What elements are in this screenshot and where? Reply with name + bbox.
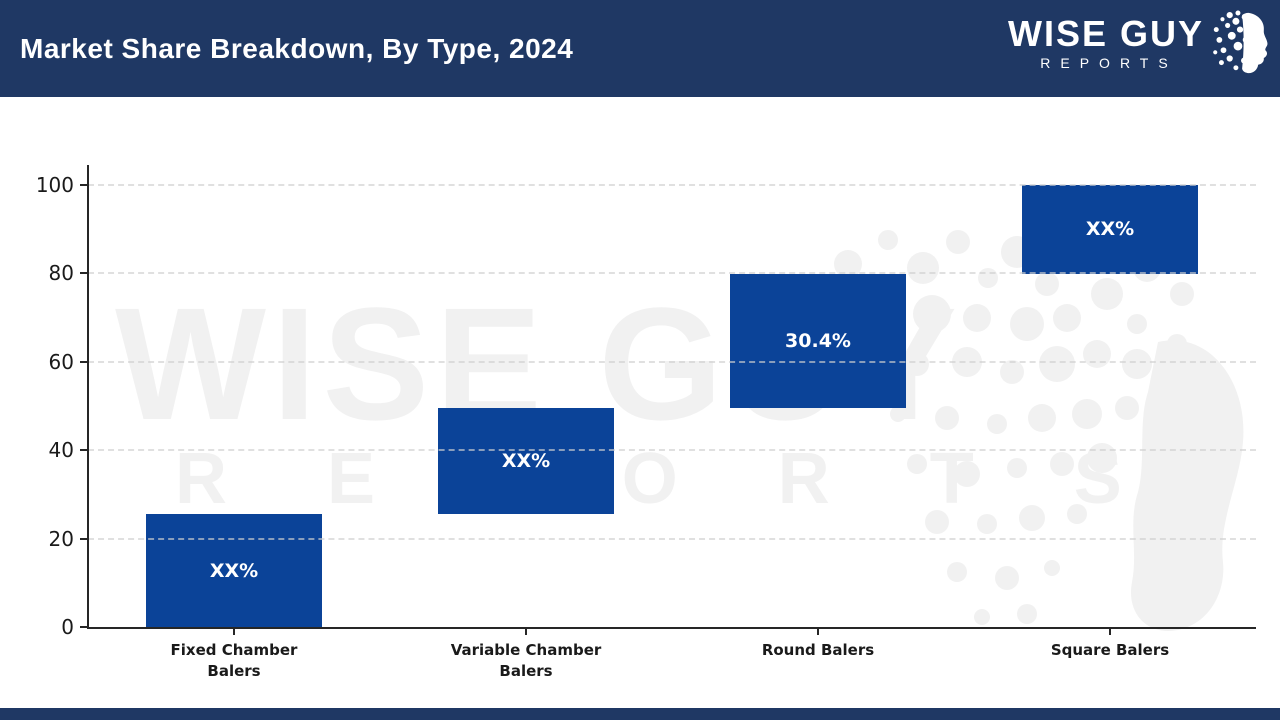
y-axis-tick	[80, 360, 88, 363]
x-axis-line	[87, 627, 1256, 629]
y-axis-line	[87, 165, 89, 627]
wiseguy-head-icon	[1213, 10, 1268, 74]
y-tick-label: 20	[48, 526, 74, 551]
y-tick-label: 80	[48, 261, 74, 286]
logo-subtext: REPORTS	[1040, 54, 1178, 71]
x-axis-tick	[233, 627, 235, 635]
x-axis-tick	[1109, 627, 1111, 635]
x-axis-tick	[817, 627, 819, 635]
y-tick-label: 60	[48, 349, 74, 374]
y-axis-tick	[80, 184, 88, 186]
logo-wordmark: WISE GUY	[1007, 13, 1204, 55]
x-category-label: Square Balers	[1050, 641, 1170, 659]
header-bar: Market Share Breakdown, By Type, 2024 WI…	[0, 0, 1280, 97]
bar-value-label: XX%	[1085, 218, 1135, 241]
y-tick-label: 100	[35, 173, 74, 197]
bar-segment: XX%	[438, 408, 614, 515]
bar-value-label: XX%	[209, 559, 259, 582]
y-axis-tick	[80, 272, 88, 275]
y-tick-label: 40	[48, 438, 74, 463]
gridline	[88, 360, 1256, 363]
bar-segment: XX%	[146, 514, 322, 627]
bar-value-label: 30.4%	[785, 330, 851, 352]
x-axis-tick	[525, 627, 527, 635]
gridline	[88, 449, 1256, 452]
x-category-label: Round Balers	[761, 641, 875, 659]
chart-title: Market Share Breakdown, By Type, 2024	[20, 32, 574, 64]
x-category-label: Fixed Chamber Balers	[170, 641, 298, 680]
y-axis-tick	[80, 626, 88, 628]
bar-segment: 30.4%	[730, 273, 906, 409]
bar-value-label: XX%	[501, 450, 551, 473]
footer-bar	[0, 708, 1280, 720]
wiseguy-logo: WISE GUY REPORTS	[1008, 8, 1270, 78]
logo-text: WISE GUY REPORTS	[1008, 15, 1204, 71]
x-category-label: Variable Chamber Balers	[450, 641, 602, 680]
bar-segment: XX%	[1022, 185, 1198, 274]
gridline	[88, 272, 1256, 275]
head-watermark-icon	[834, 230, 1244, 631]
gridline	[88, 537, 1256, 540]
y-axis-tick	[80, 537, 88, 540]
gridline	[88, 184, 1256, 186]
y-axis-tick	[80, 449, 88, 452]
y-tick-label: 0	[61, 615, 74, 639]
